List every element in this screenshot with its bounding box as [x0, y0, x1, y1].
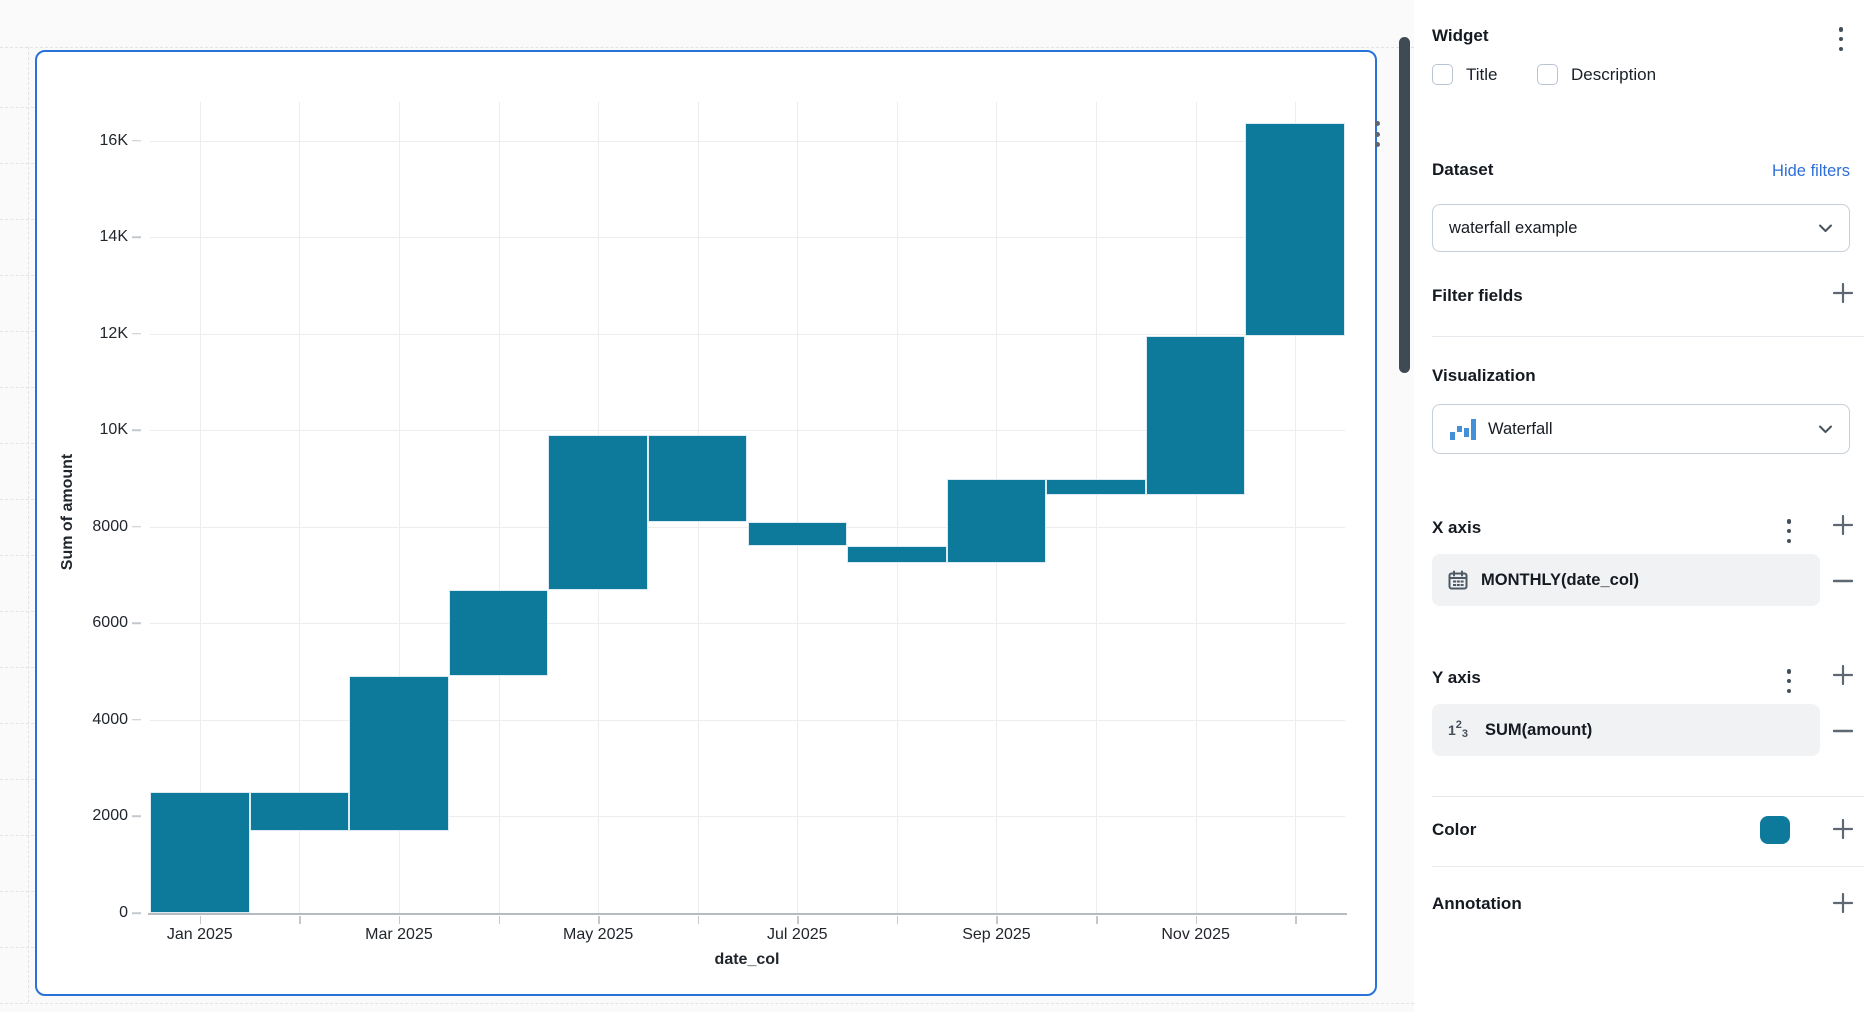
waterfall-viz-icon [1449, 417, 1476, 442]
grid-dash-line [0, 835, 34, 836]
grid-dash-line [0, 611, 34, 612]
calendar-icon [1448, 570, 1468, 590]
title-checkbox-label: Title [1466, 64, 1498, 84]
panel-title: Widget [1432, 26, 1489, 45]
description-checkbox[interactable] [1537, 64, 1558, 85]
grid-dash-line [0, 275, 34, 276]
visualization-select[interactable]: Waterfall [1432, 404, 1850, 454]
add-color-button[interactable] [1832, 818, 1854, 840]
title-checkbox[interactable] [1432, 64, 1453, 85]
filter-fields-label: Filter fields [1432, 286, 1523, 305]
grid-dash-line [28, 47, 29, 1003]
grid-dash-line [0, 891, 34, 892]
x-axis-field-name: MONTHLY(date_col) [1481, 570, 1639, 589]
grid-dash-line [0, 331, 34, 332]
grid-dash-line [0, 387, 34, 388]
dataset-select[interactable]: waterfall example [1432, 204, 1850, 252]
grid-dash-line [0, 723, 34, 724]
dataset-section-label: Dataset [1432, 160, 1494, 179]
x-axis-kebab-menu-icon[interactable] [1782, 519, 1796, 543]
x-axis-field-pill[interactable]: MONTHLY(date_col) [1432, 554, 1820, 606]
grid-dash-line [0, 107, 34, 108]
grid-dash-line [0, 443, 34, 444]
title-checkbox-row: Title [1432, 64, 1498, 85]
y-axis-kebab-menu-icon[interactable] [1782, 669, 1796, 693]
add-x-axis-field-button[interactable] [1832, 514, 1854, 536]
grid-dash-line [0, 779, 34, 780]
chevron-down-icon [1818, 424, 1833, 434]
dataset-select-value: waterfall example [1449, 218, 1578, 237]
grid-dash-line [0, 1003, 1414, 1004]
section-divider [1432, 336, 1864, 337]
add-annotation-button[interactable] [1832, 892, 1854, 914]
y-axis-section-label: Y axis [1432, 668, 1481, 687]
panel-kebab-menu-icon[interactable] [1834, 27, 1848, 51]
grid-dash-line [0, 499, 34, 500]
y-axis-field-name: SUM(amount) [1485, 720, 1593, 739]
widget-kebab-menu-icon[interactable] [1370, 121, 1384, 147]
grid-dash-line [0, 219, 34, 220]
chevron-down-icon [1818, 223, 1833, 233]
grid-dash-line [0, 163, 34, 164]
scrollbar-thumb[interactable] [1399, 37, 1410, 373]
remove-x-axis-field-button[interactable] [1832, 570, 1854, 592]
grid-dash-line [0, 667, 34, 668]
color-section-label: Color [1432, 820, 1477, 839]
grid-dash-line [0, 947, 34, 948]
annotation-section-label: Annotation [1432, 894, 1522, 913]
grid-dash-line [0, 555, 34, 556]
hide-filters-link[interactable]: Hide filters [1772, 162, 1850, 180]
visualization-section-label: Visualization [1432, 366, 1536, 385]
description-checkbox-label: Description [1571, 64, 1657, 84]
grid-dash-line [0, 47, 1414, 48]
remove-y-axis-field-button[interactable] [1832, 720, 1854, 742]
visualization-select-value: Waterfall [1488, 419, 1553, 438]
chart-widget-card[interactable] [35, 50, 1380, 996]
color-swatch[interactable] [1760, 816, 1790, 844]
section-divider [1432, 796, 1864, 797]
x-axis-section-label: X axis [1432, 518, 1482, 537]
description-checkbox-row: Description [1537, 64, 1656, 85]
widget-settings-panel: Widget Title Description Dataset Hide fi… [1414, 0, 1864, 1012]
add-y-axis-field-button[interactable] [1832, 664, 1854, 686]
add-filter-field-button[interactable] [1832, 282, 1854, 304]
section-divider [1432, 866, 1864, 867]
